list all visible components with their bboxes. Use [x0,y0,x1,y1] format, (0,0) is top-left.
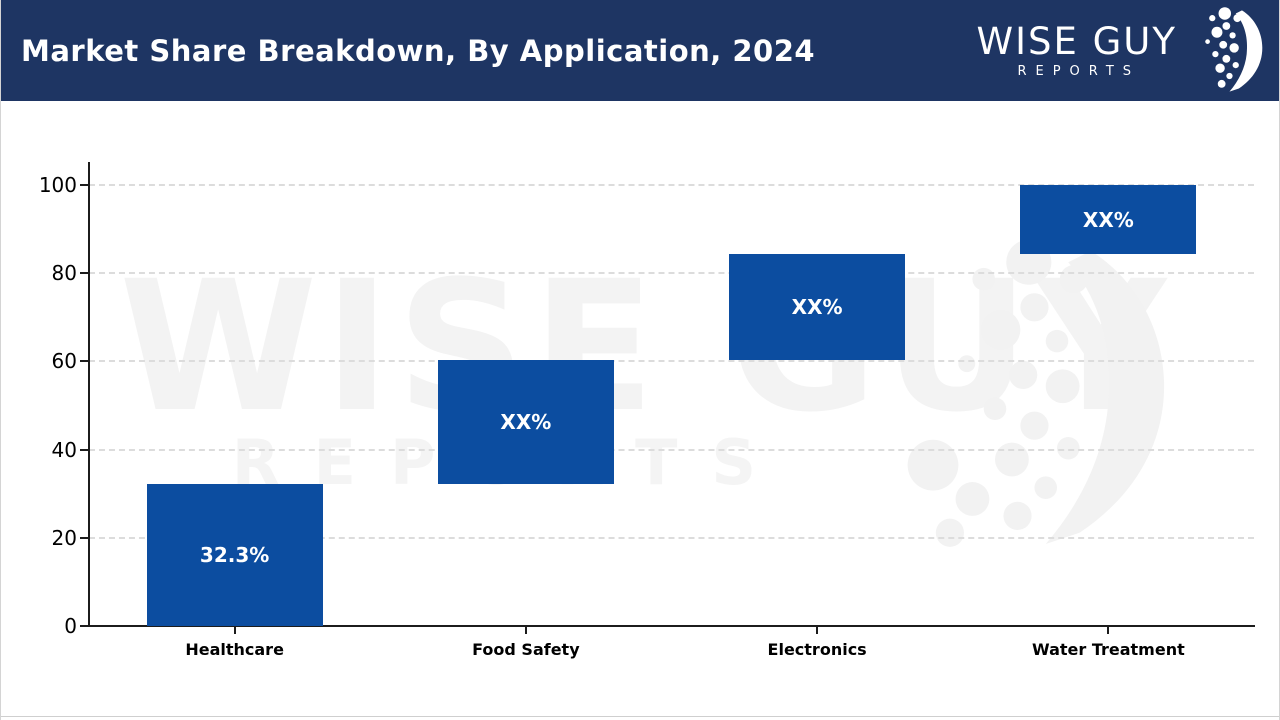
gridline [89,448,1254,451]
x-tick-mark [816,627,819,634]
y-tick-mark [80,184,89,186]
gridline [89,360,1254,363]
y-tick-label: 60 [51,349,77,374]
bar-value-label: XX% [1082,207,1134,232]
y-tick-mark [80,448,89,451]
bottom-border [1,716,1279,717]
y-tick-label: 40 [51,437,77,462]
logo-wordmark: WISE GUY [976,19,1177,63]
brand-logo-text: WISE GUY REPORTS [977,23,1177,79]
x-tick-label: Water Treatment [1032,640,1185,659]
y-tick-label: 20 [51,525,77,550]
bar-water-treatment: XX% [1020,185,1197,255]
y-tick-label: 0 [64,614,77,638]
bar-value-label: XX% [791,295,843,320]
gridline [89,536,1254,539]
y-tick-mark [80,272,89,275]
y-tick-mark [80,536,89,539]
y-tick-mark [80,625,89,627]
x-tick-mark [524,627,527,634]
x-tick-mark [1107,627,1110,634]
x-axis-line [88,625,1255,627]
watermark-head-graphic [907,239,1165,547]
chart-title: Market Share Breakdown, By Application, … [21,33,816,68]
y-axis-line [88,162,90,627]
bar-electronics: XX% [729,254,906,361]
x-tick-label: Electronics [767,640,867,659]
y-tick-mark [80,360,89,363]
x-tick-label: Healthcare [185,640,284,659]
gridline [89,184,1254,186]
bar-value-label: 32.3% [199,542,270,567]
gridline [89,272,1254,275]
bar-food-safety: XX% [437,360,614,484]
y-tick-label: 80 [51,261,77,286]
brand-logo: WISE GUY REPORTS [977,6,1267,96]
logo-subtext: REPORTS [1017,63,1141,79]
logo-head-icon [1205,6,1263,92]
x-tick-mark [233,627,236,634]
x-tick-label: Food Safety [472,640,580,659]
bar-healthcare: 32.3% [146,483,323,626]
header: Market Share Breakdown, By Application, … [1,0,1279,101]
y-tick-label: 100 [38,173,77,197]
bar-value-label: XX% [500,409,552,434]
